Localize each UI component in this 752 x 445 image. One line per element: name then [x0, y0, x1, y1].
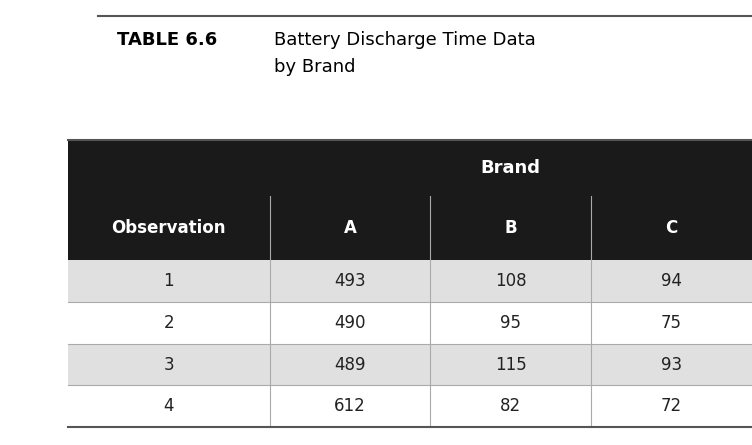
FancyBboxPatch shape	[430, 196, 591, 260]
Text: 4: 4	[163, 397, 174, 415]
Text: Brand: Brand	[481, 159, 541, 177]
FancyBboxPatch shape	[68, 196, 269, 260]
Text: 72: 72	[661, 397, 682, 415]
FancyBboxPatch shape	[269, 260, 430, 302]
FancyBboxPatch shape	[591, 385, 752, 427]
FancyBboxPatch shape	[68, 302, 269, 344]
Text: 93: 93	[661, 356, 682, 374]
FancyBboxPatch shape	[591, 302, 752, 344]
FancyBboxPatch shape	[269, 302, 430, 344]
Text: A: A	[344, 219, 356, 237]
FancyBboxPatch shape	[269, 196, 430, 260]
Text: 95: 95	[500, 314, 521, 332]
Text: C: C	[666, 219, 678, 237]
Text: TABLE 6.6: TABLE 6.6	[117, 31, 217, 49]
FancyBboxPatch shape	[68, 260, 269, 302]
Text: 493: 493	[334, 272, 365, 290]
Text: 115: 115	[495, 356, 526, 374]
Text: 490: 490	[334, 314, 365, 332]
Text: 3: 3	[163, 356, 174, 374]
Text: 75: 75	[661, 314, 682, 332]
FancyBboxPatch shape	[591, 344, 752, 385]
Text: B: B	[505, 219, 517, 237]
Text: Battery Discharge Time Data
by Brand: Battery Discharge Time Data by Brand	[274, 31, 536, 76]
FancyBboxPatch shape	[68, 385, 269, 427]
FancyBboxPatch shape	[591, 196, 752, 260]
FancyBboxPatch shape	[68, 344, 269, 385]
FancyBboxPatch shape	[68, 140, 752, 196]
Text: 94: 94	[661, 272, 682, 290]
Text: 2: 2	[163, 314, 174, 332]
FancyBboxPatch shape	[269, 385, 430, 427]
Text: 489: 489	[334, 356, 365, 374]
Text: 82: 82	[500, 397, 521, 415]
FancyBboxPatch shape	[430, 302, 591, 344]
Text: 108: 108	[495, 272, 526, 290]
FancyBboxPatch shape	[269, 344, 430, 385]
FancyBboxPatch shape	[430, 344, 591, 385]
Text: Observation: Observation	[111, 219, 226, 237]
FancyBboxPatch shape	[591, 260, 752, 302]
Text: 1: 1	[163, 272, 174, 290]
Text: 612: 612	[334, 397, 365, 415]
FancyBboxPatch shape	[430, 385, 591, 427]
FancyBboxPatch shape	[430, 260, 591, 302]
